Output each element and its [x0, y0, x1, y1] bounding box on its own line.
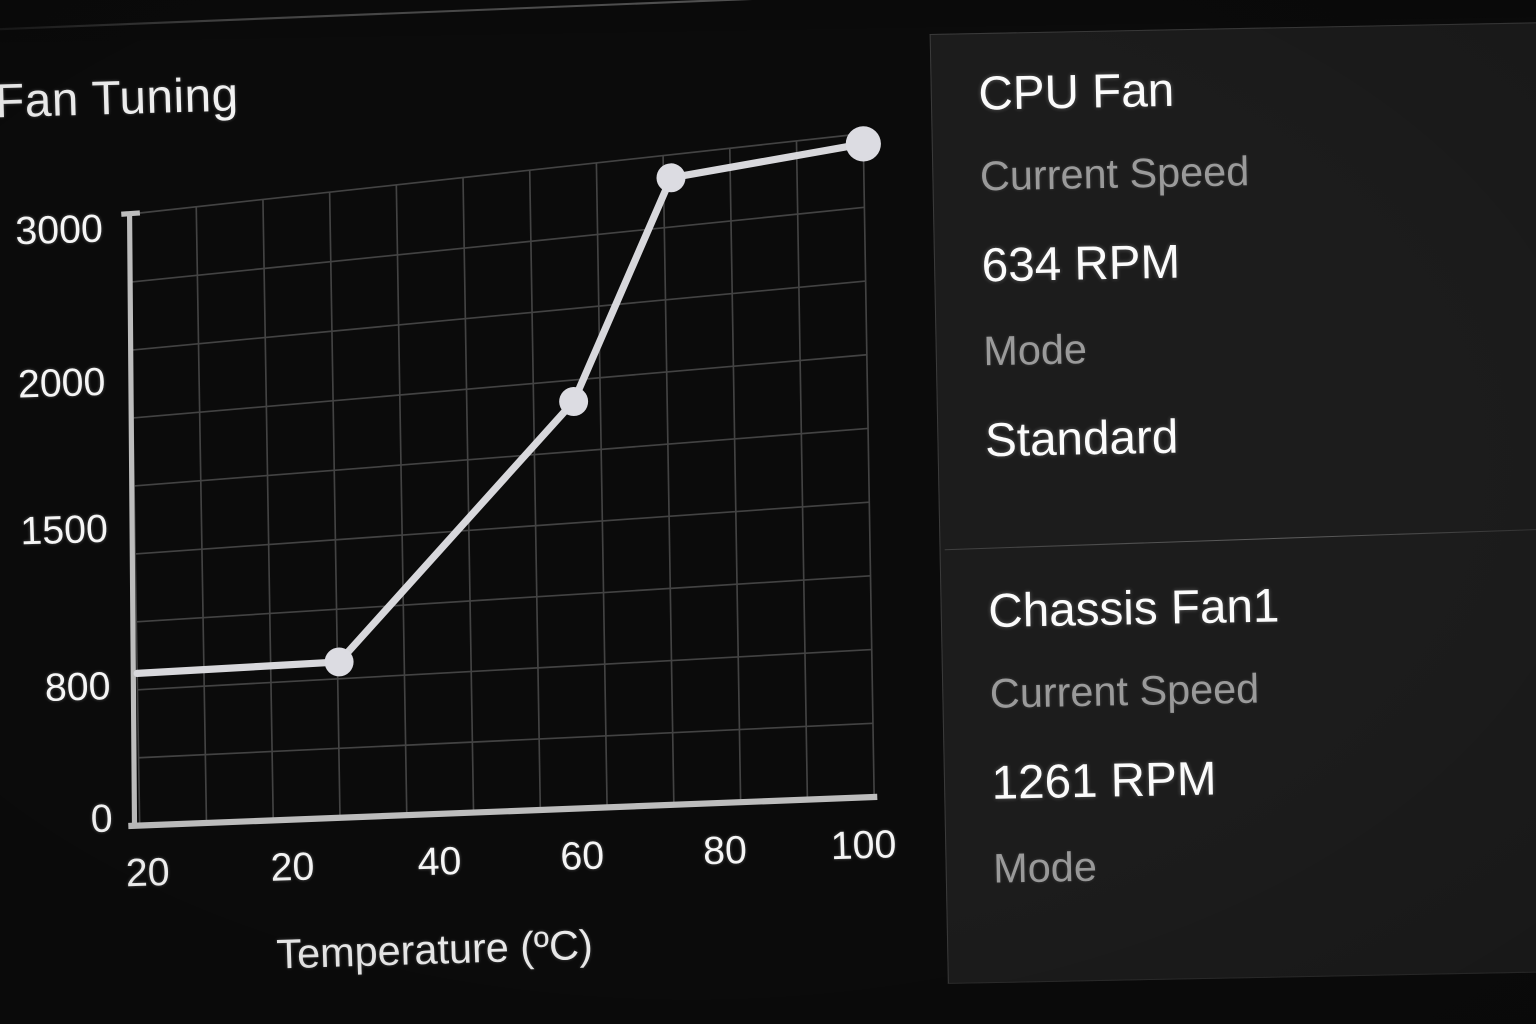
plot-axes: [121, 210, 878, 830]
fan-tuning-chart-panel[interactable]: Fan Tuning: [0, 0, 944, 1024]
gridline-horizontal: [136, 575, 871, 623]
x-axis-title: Temperature (ºC): [275, 922, 594, 978]
gridline-vertical: [728, 148, 742, 803]
gridline-horizontal: [137, 648, 872, 691]
gridline-horizontal: [138, 722, 873, 759]
gridline-vertical: [195, 206, 208, 824]
x-tick-label-1: 20: [270, 845, 316, 891]
gridline-vertical: [528, 170, 542, 811]
y-tick-label-2000: 2000: [17, 360, 107, 407]
fan-name-cpu: CPU Fan: [977, 62, 1175, 120]
x-tick-label-4: 80: [702, 828, 748, 874]
x-tick-label-3: 60: [559, 834, 605, 880]
fan-curve-point[interactable]: [559, 387, 589, 417]
fan-mode-label-cpu: Mode: [982, 327, 1088, 375]
gridline-horizontal: [130, 206, 865, 283]
y-tick-label-3000: 3000: [14, 207, 104, 254]
gridline-vertical: [328, 192, 341, 818]
fan-info-panel: CPU Fan Current Speed 634 RPM Mode Stand…: [929, 21, 1536, 985]
fan-mode-label-chassis: Mode: [992, 844, 1098, 892]
y-tick-label-800: 800: [44, 664, 112, 711]
gridline-horizontal: [135, 501, 870, 555]
gridline-horizontal: [132, 353, 867, 419]
gridline-vertical: [862, 133, 875, 797]
gridline-vertical: [395, 184, 408, 816]
gridline-vertical: [462, 177, 475, 813]
fan-curve-point[interactable]: [845, 126, 881, 162]
x-tick-label-0: 20: [125, 850, 171, 896]
gridline-vertical: [595, 162, 608, 808]
gridline-vertical: [662, 155, 675, 805]
plot-svg[interactable]: [0, 0, 944, 1024]
gridline-horizontal: [129, 132, 864, 215]
fan-speed-value-chassis: 1261 RPM: [991, 751, 1218, 810]
gridline-horizontal: [133, 427, 869, 487]
y-tick-label-0: 0: [90, 797, 114, 842]
fan-speed-label-cpu: Current Speed: [979, 148, 1250, 200]
fan-mode-value-cpu[interactable]: Standard: [984, 409, 1179, 467]
fan-curve-plot[interactable]: 3000 2000 1500 800 0 20 20 40 60 80 100 …: [0, 0, 944, 1024]
fan-speed-label-chassis: Current Speed: [989, 666, 1260, 718]
x-tick-label-5: 100: [830, 823, 898, 869]
fan-curve-points[interactable]: [316, 126, 890, 677]
fan-name-chassis: Chassis Fan1: [987, 577, 1280, 638]
y-tick-label-1500: 1500: [19, 507, 109, 554]
fan-curve-point[interactable]: [324, 647, 354, 677]
fan-speed-value-cpu: 634 RPM: [981, 234, 1181, 292]
fan-curve-point[interactable]: [656, 163, 686, 193]
fan-info-block-cpu[interactable]: CPU Fan Current Speed 634 RPM Mode Stand…: [931, 23, 1536, 549]
gridline-vertical: [795, 140, 809, 800]
gridline-vertical: [262, 199, 275, 821]
x-tick-label-2: 40: [416, 839, 462, 885]
gridline-horizontal: [131, 280, 866, 351]
fan-info-block-chassis[interactable]: Chassis Fan1 Current Speed 1261 RPM Mode: [941, 540, 1536, 985]
